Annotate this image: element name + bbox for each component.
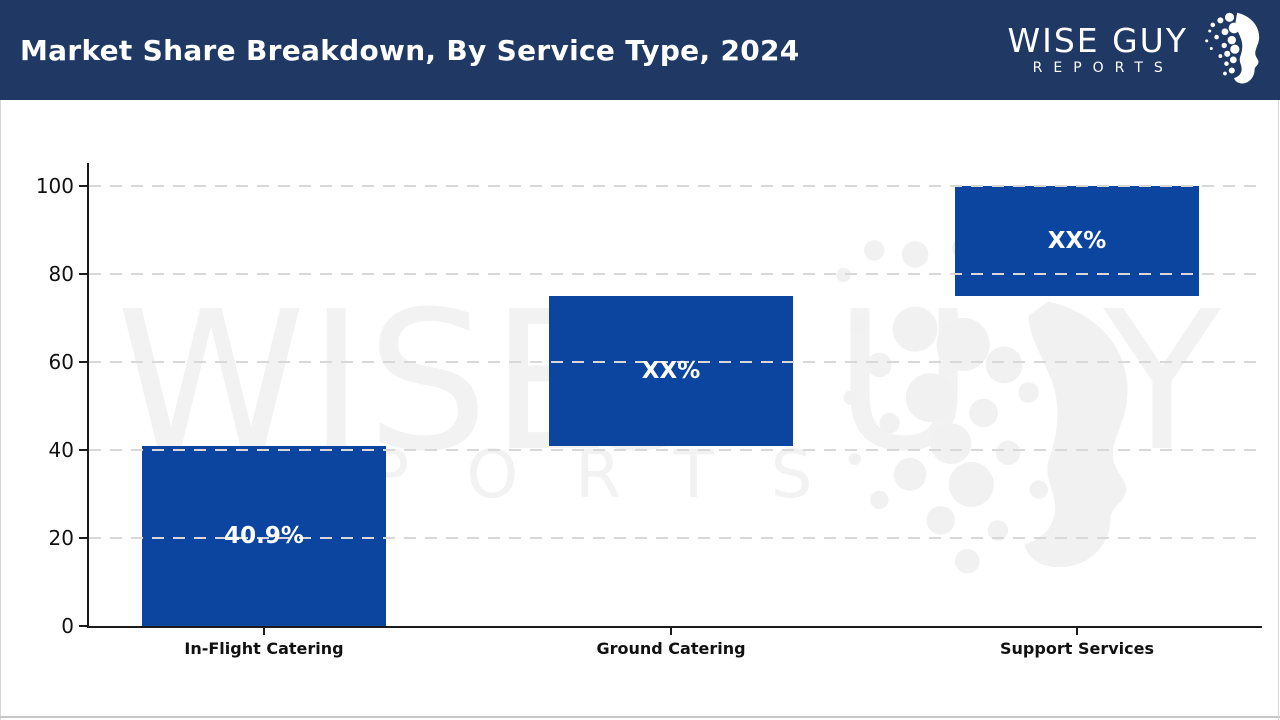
x-tick	[670, 628, 672, 635]
x-category-label: Ground Catering	[596, 639, 746, 658]
y-tick-label-40: 40	[48, 438, 74, 462]
right-border	[1278, 100, 1279, 720]
logo-text-wise-guy: WISE GUY	[1007, 21, 1188, 61]
logo-text-reports: REPORTS	[1032, 59, 1174, 76]
x-tick	[1076, 628, 1078, 635]
header-bar: Market Share Breakdown, By Service Type,…	[0, 0, 1280, 100]
y-tick-label-60: 60	[48, 350, 74, 374]
bottom-border	[0, 716, 1280, 718]
gridline-40	[89, 449, 1258, 451]
x-axis-line	[87, 626, 1262, 628]
bar-segment	[142, 446, 386, 626]
gridline-80	[89, 273, 1258, 275]
y-tick-0	[79, 625, 87, 627]
y-tick-label-20: 20	[48, 526, 74, 550]
y-tick-40	[79, 449, 87, 451]
y-tick-label-100: 100	[35, 174, 74, 198]
y-tick-20	[79, 537, 87, 539]
bar-segment	[549, 296, 793, 447]
logo-wordmark: WISE GUY REPORTS	[1007, 24, 1188, 76]
x-category-label: In-Flight Catering	[184, 639, 344, 658]
x-tick	[263, 628, 265, 635]
y-tick-label-80: 80	[48, 262, 74, 286]
gridline-100	[89, 185, 1258, 187]
bar-segment	[955, 186, 1199, 296]
logo-head-icon	[1205, 12, 1260, 84]
y-tick-80	[79, 273, 87, 275]
y-axis-line	[87, 163, 89, 628]
y-tick-100	[79, 185, 87, 187]
bar-value-label: XX%	[1047, 228, 1107, 254]
bar-value-label: 40.9%	[224, 523, 304, 550]
gridline-20	[89, 537, 1258, 539]
wiseguy-logo: WISE GUY REPORTS	[1007, 8, 1266, 92]
bar-value-label: XX%	[641, 358, 701, 385]
y-tick-60	[79, 361, 87, 363]
y-tick-label-0: 0	[61, 614, 74, 638]
left-border	[0, 100, 1, 720]
x-category-label: Support Services	[1000, 639, 1154, 658]
gridline-60	[89, 361, 1258, 363]
page-title: Market Share Breakdown, By Service Type,…	[20, 33, 800, 67]
